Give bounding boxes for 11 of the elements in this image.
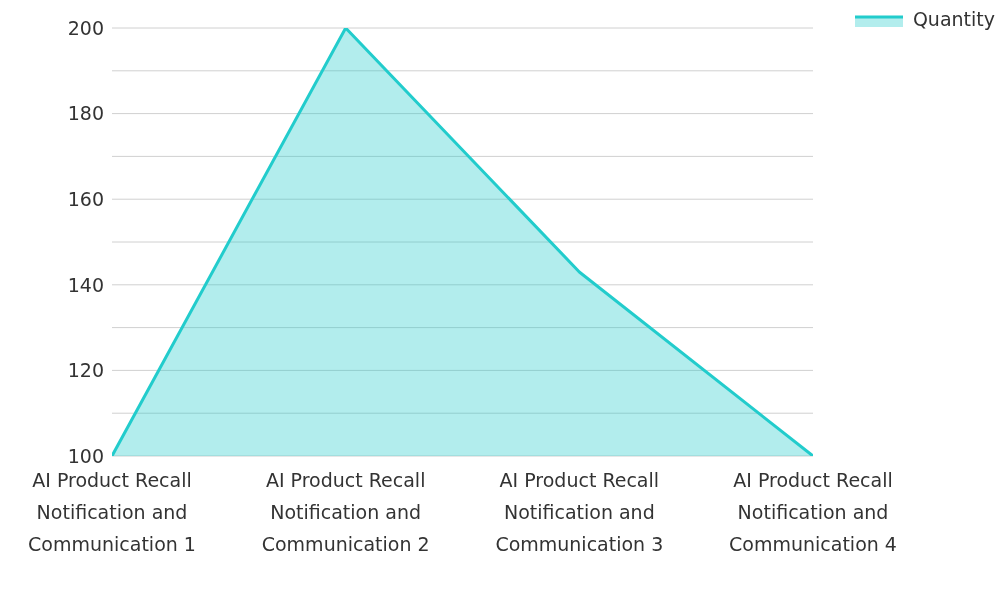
y-tick-label: 180 — [67, 102, 104, 125]
x-tick-label: AI Product Recall Notification and Communication 3 — [495, 469, 664, 555]
y-tick-label: 200 — [67, 16, 104, 39]
legend-label: Quantity — [912, 8, 995, 30]
y-tick-label: 120 — [67, 359, 104, 382]
y-tick-label: 160 — [67, 187, 104, 210]
x-tick-label: AI Product Recall Notification and Communication 4 — [729, 469, 897, 555]
x-tick-label: AI Product Recall Notification and Communication 2 — [261, 469, 430, 555]
y-tick-label: 100 — [67, 444, 104, 467]
x-tick-label: AI Product Recall Notification and Communication 1 — [28, 469, 196, 555]
y-tick-label: 140 — [67, 273, 104, 296]
